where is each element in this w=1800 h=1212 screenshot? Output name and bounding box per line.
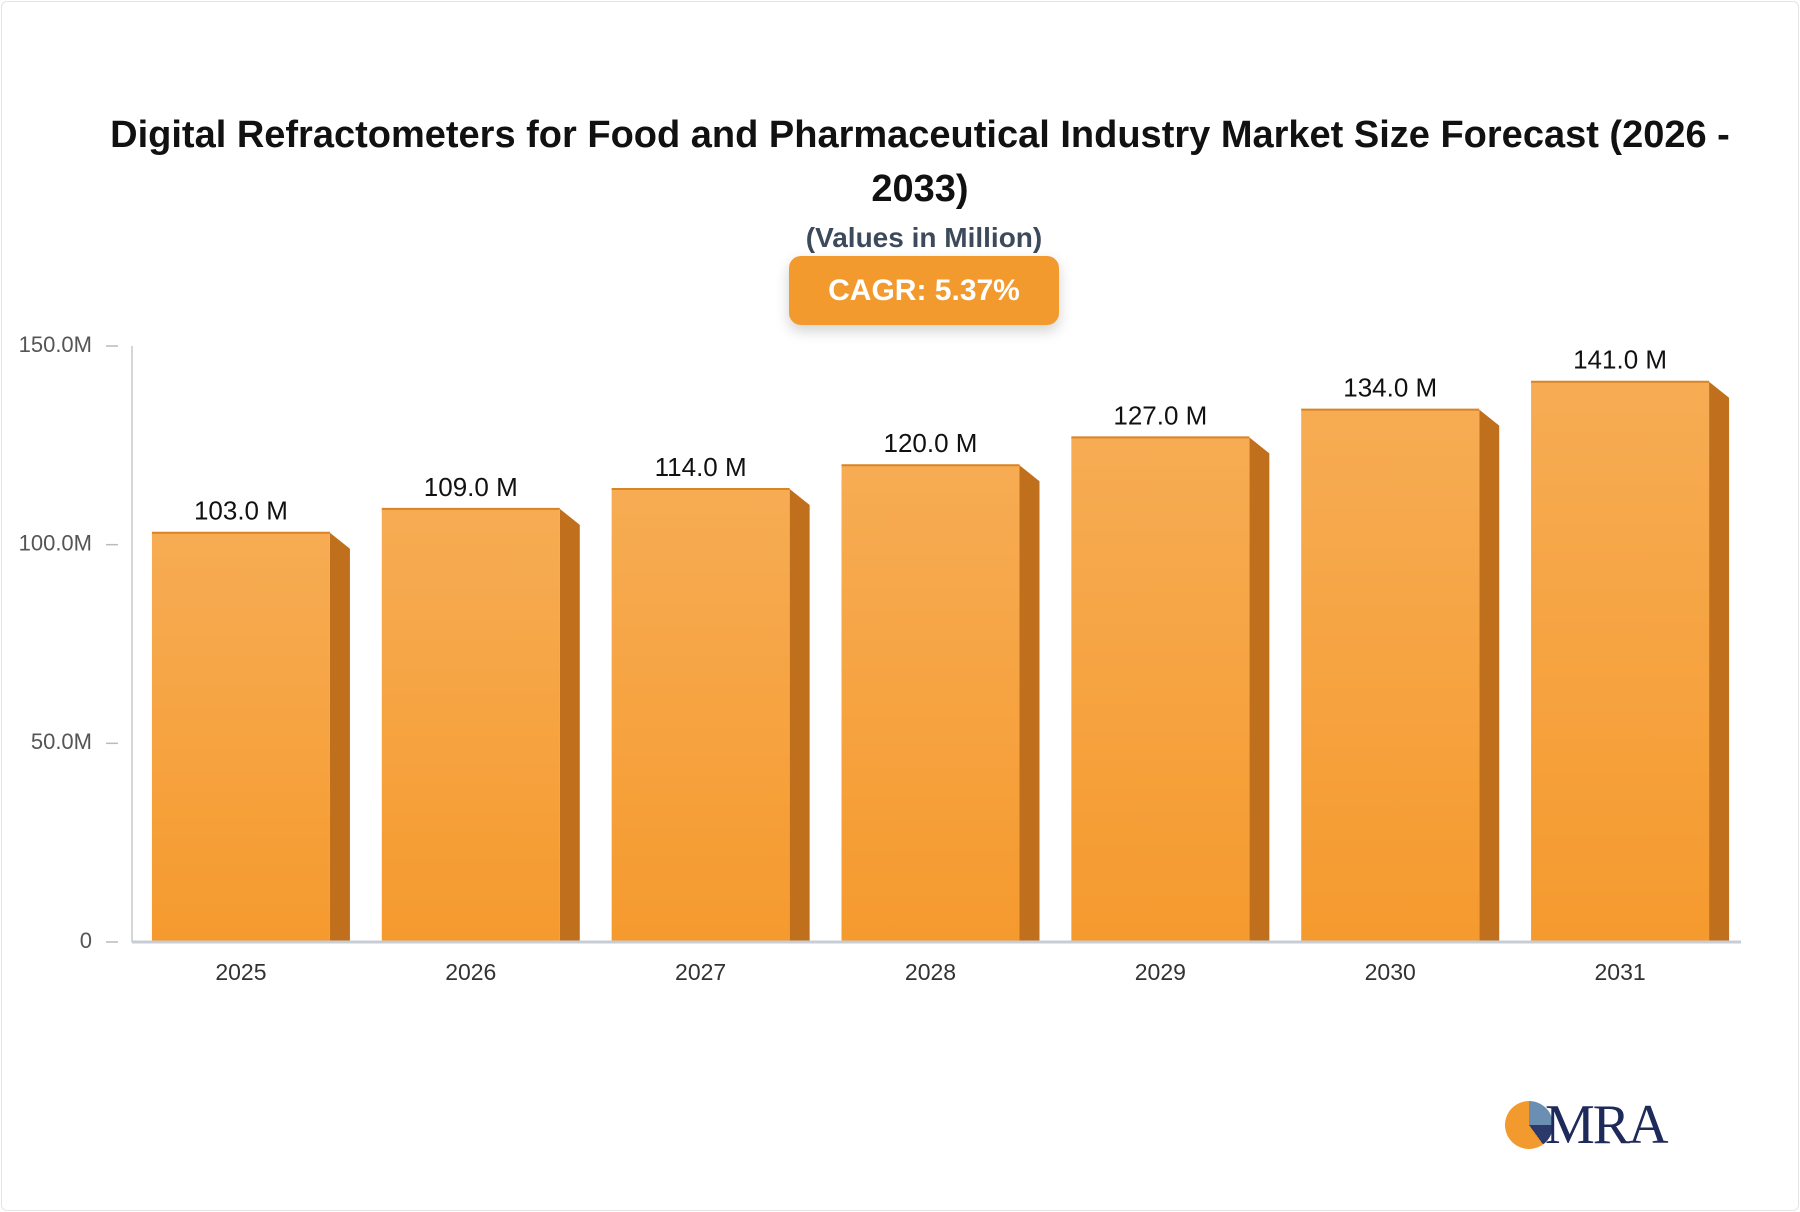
y-tick-label: 150.0M [19,332,92,357]
x-tick-label: 2025 [215,959,266,985]
logo-text: MRA [1545,1094,1669,1156]
bar-highlight [1071,437,1250,942]
cagr-badge: CAGR: 5.37% [789,256,1059,325]
bar-highlight [1531,381,1710,942]
value-label: 109.0 M [424,472,518,502]
logo: MRA [1505,1095,1705,1155]
bar-highlight [841,465,1020,942]
x-tick-label: 2031 [1594,959,1645,985]
value-label: 103.0 M [194,496,288,526]
y-tick-label: 0 [80,928,92,953]
x-tick-label: 2028 [905,959,956,985]
bar-highlight [1301,409,1480,942]
bar-highlight [611,489,790,942]
bar-side [1709,381,1730,942]
chart-subtitle: (Values in Million) [805,222,1043,253]
bar-side [329,532,350,942]
bar-highlight [151,532,330,942]
y-tick-label: 50.0M [31,729,92,754]
value-label: 134.0 M [1343,372,1437,402]
bar-side [789,489,810,942]
x-tick-label: 2029 [1135,959,1186,985]
value-label: 114.0 M [655,452,747,482]
value-label: 120.0 M [884,428,978,458]
x-tick-label: 2026 [445,959,496,985]
value-label: 141.0 M [1573,345,1667,375]
bar-highlight [381,508,560,942]
bar-side [559,508,580,942]
value-label: 127.0 M [1113,400,1207,430]
y-tick-label: 100.0M [19,530,92,555]
bar-side [1479,409,1500,942]
logo-icon [1505,1101,1553,1149]
x-tick-label: 2030 [1365,959,1416,985]
bar-side [1019,465,1040,942]
x-tick-label: 2027 [675,959,726,985]
chart-title: Digital Refractometers for Food and Phar… [110,114,1730,210]
bar-side [1249,437,1270,942]
